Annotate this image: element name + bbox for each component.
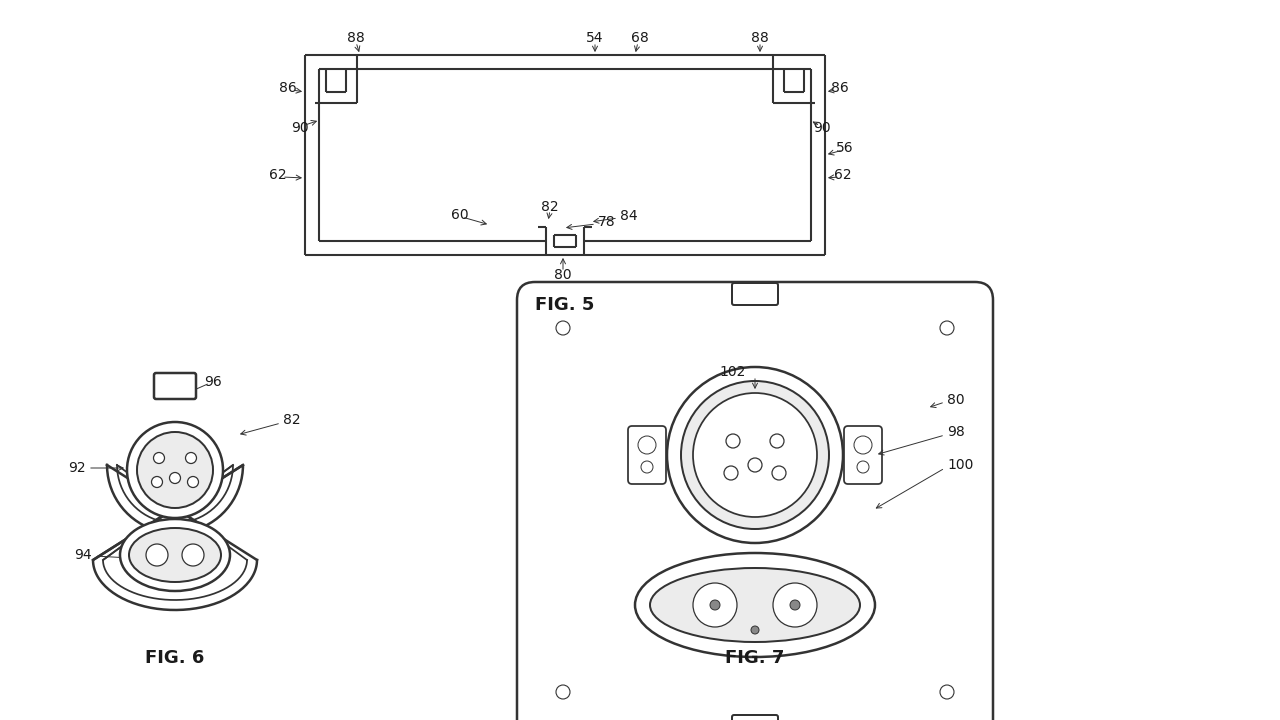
Text: 62: 62 xyxy=(269,168,287,182)
FancyBboxPatch shape xyxy=(517,282,993,720)
Text: FIG. 7: FIG. 7 xyxy=(726,649,785,667)
Circle shape xyxy=(127,422,223,518)
Text: 100: 100 xyxy=(947,458,973,472)
Text: 82: 82 xyxy=(283,413,301,427)
Text: 88: 88 xyxy=(347,31,365,45)
Text: 80: 80 xyxy=(947,393,965,407)
Text: 90: 90 xyxy=(291,121,308,135)
Circle shape xyxy=(187,477,198,487)
Circle shape xyxy=(667,367,844,543)
Circle shape xyxy=(154,452,165,464)
Text: 68: 68 xyxy=(631,31,649,45)
Circle shape xyxy=(854,436,872,454)
Circle shape xyxy=(710,600,719,610)
Text: 62: 62 xyxy=(835,168,851,182)
Circle shape xyxy=(169,472,180,484)
Text: 60: 60 xyxy=(451,208,468,222)
Text: 98: 98 xyxy=(947,425,965,439)
Circle shape xyxy=(681,381,829,529)
Text: 56: 56 xyxy=(836,141,854,155)
Circle shape xyxy=(137,432,212,508)
Circle shape xyxy=(940,685,954,699)
Circle shape xyxy=(772,466,786,480)
FancyBboxPatch shape xyxy=(628,426,666,484)
Text: 92: 92 xyxy=(68,461,86,475)
Circle shape xyxy=(186,452,197,464)
Ellipse shape xyxy=(650,568,860,642)
Ellipse shape xyxy=(635,553,876,657)
Text: 86: 86 xyxy=(831,81,849,95)
Text: FIG. 5: FIG. 5 xyxy=(535,296,595,314)
Circle shape xyxy=(151,477,163,487)
Text: 88: 88 xyxy=(751,31,769,45)
Circle shape xyxy=(751,626,759,634)
Text: 54: 54 xyxy=(586,31,604,45)
Text: 82: 82 xyxy=(541,200,559,214)
Ellipse shape xyxy=(120,519,230,591)
Text: 94: 94 xyxy=(74,548,92,562)
Circle shape xyxy=(182,544,204,566)
Circle shape xyxy=(748,458,762,472)
Text: 86: 86 xyxy=(279,81,297,95)
Ellipse shape xyxy=(129,528,221,582)
Text: 80: 80 xyxy=(554,268,572,282)
Circle shape xyxy=(773,583,817,627)
Circle shape xyxy=(771,434,783,448)
Text: 90: 90 xyxy=(813,121,831,135)
Circle shape xyxy=(637,436,657,454)
Circle shape xyxy=(790,600,800,610)
Circle shape xyxy=(726,434,740,448)
Circle shape xyxy=(724,466,739,480)
FancyBboxPatch shape xyxy=(154,373,196,399)
Text: 84: 84 xyxy=(620,209,637,223)
Circle shape xyxy=(858,461,869,473)
Text: 96: 96 xyxy=(204,375,221,389)
Circle shape xyxy=(556,321,570,335)
Circle shape xyxy=(641,461,653,473)
Circle shape xyxy=(940,321,954,335)
Circle shape xyxy=(146,544,168,566)
Circle shape xyxy=(692,583,737,627)
Text: FIG. 6: FIG. 6 xyxy=(146,649,205,667)
Text: 78: 78 xyxy=(598,215,616,229)
Circle shape xyxy=(556,685,570,699)
FancyBboxPatch shape xyxy=(732,715,778,720)
Circle shape xyxy=(692,393,817,517)
FancyBboxPatch shape xyxy=(732,283,778,305)
FancyBboxPatch shape xyxy=(844,426,882,484)
Text: 102: 102 xyxy=(719,365,746,379)
